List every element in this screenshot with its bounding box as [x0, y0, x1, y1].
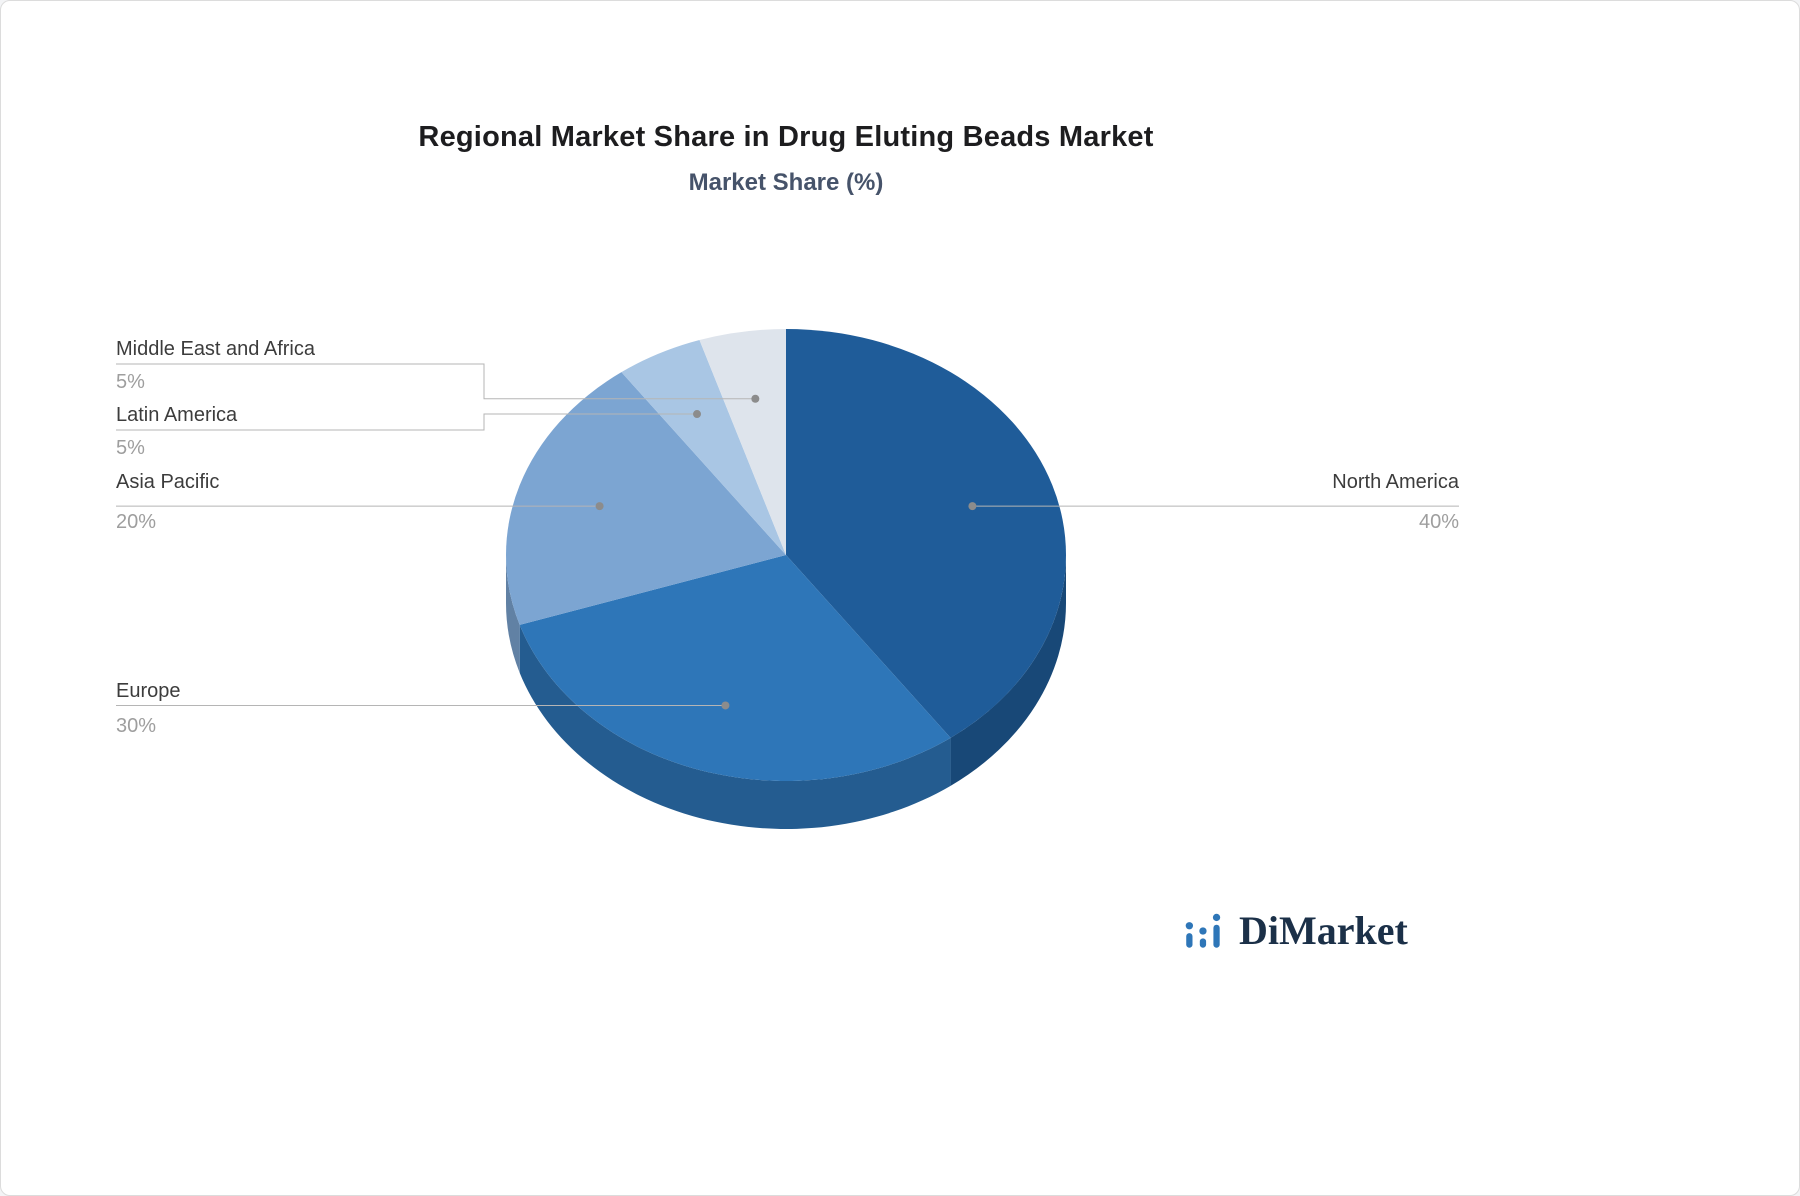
callout-label-europe: Europe [116, 680, 181, 702]
callout-label-middle-east-and-africa: Middle East and Africa [116, 338, 315, 360]
brand-logo-icon [1185, 913, 1221, 948]
pie-slice-europe[interactable] [519, 555, 951, 781]
callout-dot-latin-america [693, 410, 702, 419]
brand-logo: DiMarket [1181, 901, 1408, 961]
chart-title: Regional Market Share in Drug Eluting Be… [418, 121, 1154, 153]
callout-value-latin-america: 5% [116, 437, 145, 459]
callout-dot-europe [721, 701, 730, 710]
pie-slice-north-america[interactable] [786, 329, 1066, 738]
callout-line-latin-america [116, 413, 698, 431]
chart-subtitle: Market Share (%) [688, 169, 884, 196]
callout-line-middle-east-and-africa [116, 363, 756, 400]
pie-slice-side-north-america [950, 555, 1066, 786]
pie-slice-side-asia-pacific [506, 555, 520, 673]
callout-value-middle-east-and-africa: 5% [116, 371, 145, 393]
callout-label-latin-america: Latin America [116, 404, 238, 426]
pie-slice-middle-east-and-africa[interactable] [699, 329, 786, 555]
callout-label-north-america: North America [1332, 471, 1459, 493]
callout-dot-north-america [968, 502, 977, 511]
callout-dot-asia-pacific [595, 502, 604, 511]
callout-value-north-america: 40% [1418, 511, 1459, 533]
pie-slice-asia-pacific[interactable] [506, 372, 786, 625]
callout-value-asia-pacific: 20% [116, 511, 157, 533]
callout-value-europe: 30% [116, 715, 157, 737]
callout-dot-middle-east-and-africa [751, 394, 760, 403]
callout-label-asia-pacific: Asia Pacific [116, 471, 220, 493]
brand-logo-text: DiMarket [1239, 908, 1408, 953]
pie-slice-side-europe [519, 624, 951, 829]
pie-slice-latin-america[interactable] [621, 340, 786, 555]
